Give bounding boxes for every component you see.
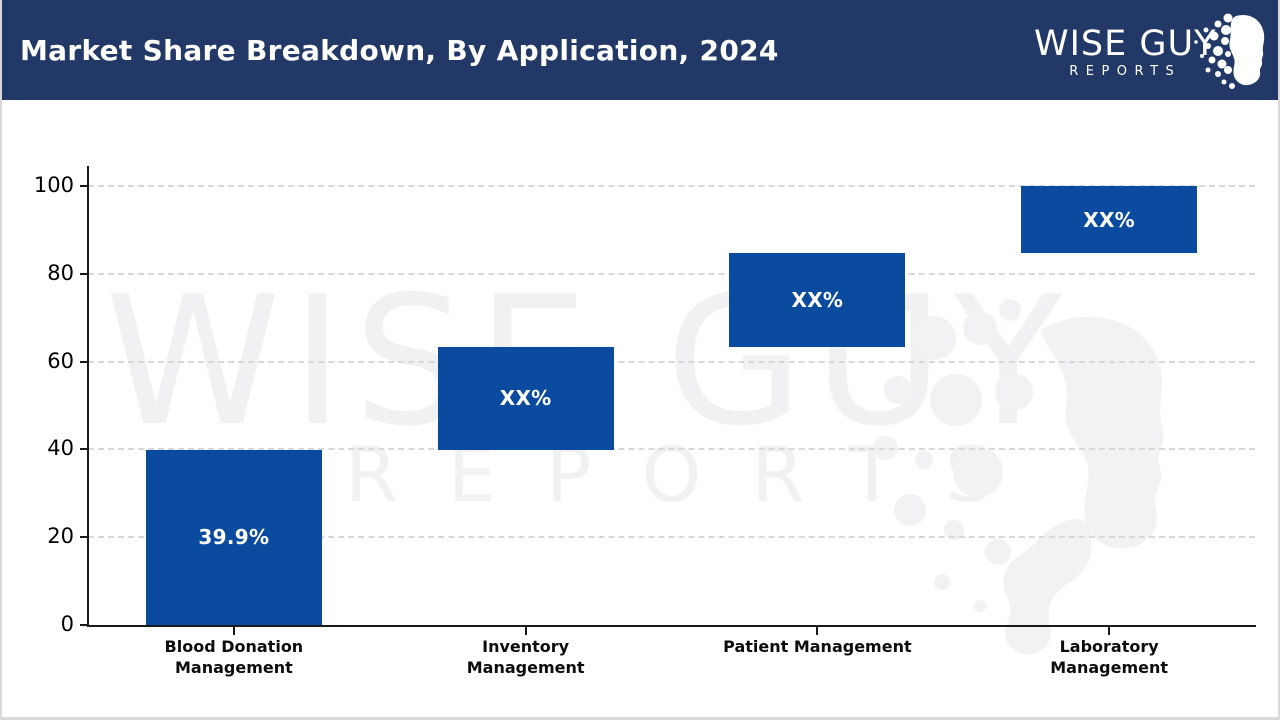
x-tick-label-2: Inventory Management [466, 637, 585, 677]
y-axis-tick-80 [80, 272, 88, 275]
y-tick-label-80: 80 [47, 260, 74, 285]
brand-logo-text: WISE GUY REPORTS [1034, 26, 1217, 79]
gridline-60 [88, 360, 1255, 363]
bar-value-label: 39.9% [198, 525, 270, 550]
bar-value-label: XX% [1083, 207, 1136, 232]
gridline-80 [88, 272, 1255, 275]
bar-3: XX% [729, 253, 906, 348]
bar-1: 39.9% [145, 449, 322, 625]
y-tick-label-40: 40 [47, 436, 74, 461]
x-axis-line [87, 625, 1256, 627]
header: Market Share Breakdown, By Application, … [0, 0, 1280, 100]
bar-4: XX% [1021, 186, 1198, 254]
x-axis-tick-2 [524, 627, 527, 635]
y-tick-label-100: 100 [33, 173, 74, 197]
gridline-20 [88, 536, 1255, 539]
bar-value-label: XX% [499, 386, 552, 411]
watermark-face-icon [874, 293, 1164, 655]
page-title: Market Share Breakdown, By Application, … [20, 34, 779, 67]
y-axis-line [87, 166, 89, 627]
x-tick-label-4: Laboratory Management [1050, 637, 1169, 677]
y-axis-tick-40 [80, 448, 88, 451]
gridline-40 [88, 448, 1255, 451]
y-tick-label-0: 0 [60, 612, 74, 636]
bar-value-label: XX% [791, 288, 844, 313]
x-axis-tick-3 [816, 627, 819, 635]
x-axis-tick-4 [1108, 627, 1111, 635]
y-axis-tick-60 [80, 360, 88, 363]
brand-face-icon [1194, 13, 1265, 89]
brand-logo: WISE GUY REPORTS [1012, 8, 1265, 94]
x-tick-label-3: Patient Management [723, 637, 912, 656]
x-tick-label-1: Blood Donation Management [164, 637, 304, 677]
y-axis-tick-0 [80, 624, 88, 626]
y-tick-label-20: 20 [47, 524, 74, 549]
brand-subtitle: REPORTS [1069, 64, 1182, 79]
y-axis-tick-20 [80, 536, 88, 539]
y-axis-tick-100 [80, 185, 88, 187]
x-axis-tick-1 [232, 627, 235, 635]
bar-2: XX% [437, 347, 614, 450]
brand-name: WISE GUY [1034, 24, 1217, 64]
y-tick-label-60: 60 [47, 348, 74, 373]
chart-area: WISE GUY REPORTS 0 20 40 60 80 100 39.9% Blood … [0, 100, 1280, 720]
gridline-100 [88, 185, 1255, 187]
